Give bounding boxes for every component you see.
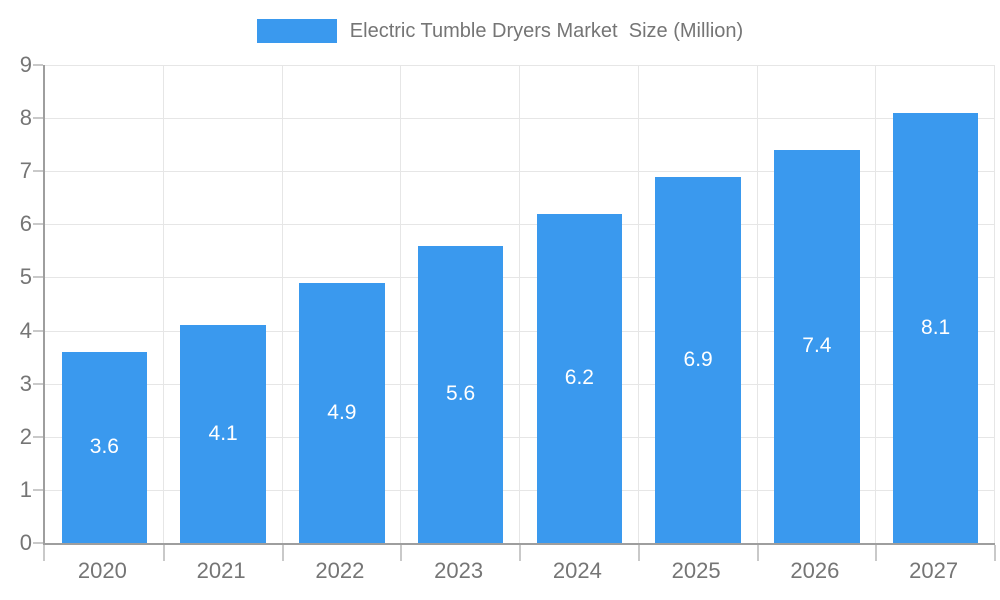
y-axis-tick [33,542,43,544]
legend-label: Electric Tumble Dryers Market Size (Mill… [349,19,744,42]
bar-2025: 6.9 [655,176,741,543]
y-axis-tick-label: 3 [19,370,32,396]
x-axis-category-label: 2023 [434,558,484,583]
bar-value-label: 6.2 [564,366,594,390]
y-axis-tick-label: 2 [19,423,32,449]
bar-value-label: 7.4 [802,334,832,358]
chart-legend[interactable]: Electric Tumble Dryers Market Size (Mill… [0,18,1000,44]
gridline-horizontal [45,65,995,66]
x-axis-tick [756,545,759,561]
y-axis-tick-label: 1 [19,476,32,502]
x-axis-tick [400,545,403,561]
gridline-vertical [281,65,283,543]
bar-value-label: 5.6 [446,382,476,406]
y-axis-tick [33,435,43,438]
x-axis-tick [519,545,521,561]
gridline-vertical [994,65,995,543]
bar-value-label: 4.1 [208,422,238,446]
y-axis-tick-label: 6 [19,211,32,237]
gridline-vertical [875,65,877,543]
x-axis-category-label: 2022 [315,558,365,583]
x-axis-category-label: 2020 [77,558,127,583]
x-axis-category-label: 2027 [909,558,959,583]
bar-2021: 4.1 [180,325,266,543]
x-axis-category-label: 2026 [790,558,840,583]
x-axis-tick [162,545,165,561]
gridline-vertical [162,65,164,543]
gridline-horizontal [45,489,995,491]
y-axis-tick [33,170,43,173]
gridline-vertical [519,65,520,543]
x-axis-category-label: 2024 [552,558,602,583]
bar-2027: 8.1 [892,112,979,543]
y-axis-tick-label: 7 [19,158,32,184]
bar-2023: 5.6 [417,245,504,543]
plot-area: 3.6 4.1 4.9 5.6 6.2 6.9 7.4 8.1 [33,64,996,561]
y-axis-tick [33,64,43,66]
gridline-horizontal [45,224,995,226]
gridline-horizontal [45,171,995,173]
x-axis-category-label: 2025 [671,558,721,583]
bar-2020: 3.6 [61,351,148,543]
x-axis-tick [281,545,284,561]
bar-value-label: 8.1 [921,315,951,339]
y-axis-tick [33,329,43,332]
y-axis-tick [33,488,43,491]
x-axis-category-label: 2021 [196,558,246,583]
gridline-horizontal [45,436,995,438]
y-axis-tick-label: 8 [19,105,32,131]
bar-value-label: 3.6 [89,435,119,459]
gridline-vertical [756,65,758,543]
bar-2022: 4.9 [299,282,385,543]
x-axis-tick [43,545,45,561]
gridline-vertical [637,65,639,543]
gridline-horizontal [45,383,995,385]
y-axis-tick-label: 5 [19,264,32,290]
x-axis-tick [994,545,996,561]
x-axis-tick [637,545,640,561]
gridline-vertical [400,65,402,543]
x-axis-tick [875,545,878,561]
bar-2024: 6.2 [536,213,623,543]
y-axis-tick [33,382,43,385]
y-axis-tick [33,223,43,226]
y-axis-tick-label: 9 [19,52,32,77]
y-axis-tick-label: 4 [19,317,32,343]
legend-swatch[interactable] [256,19,337,43]
y-axis-tick [33,117,43,120]
bar-value-label: 4.9 [327,400,357,424]
gridline-horizontal [45,118,995,120]
y-axis-tick-label: 0 [19,530,32,555]
bar-2026: 7.4 [774,149,860,543]
gridline-horizontal [45,330,995,332]
bar-value-label: 6.9 [683,347,713,371]
gridline-horizontal [45,277,995,279]
y-axis-tick [33,276,43,279]
